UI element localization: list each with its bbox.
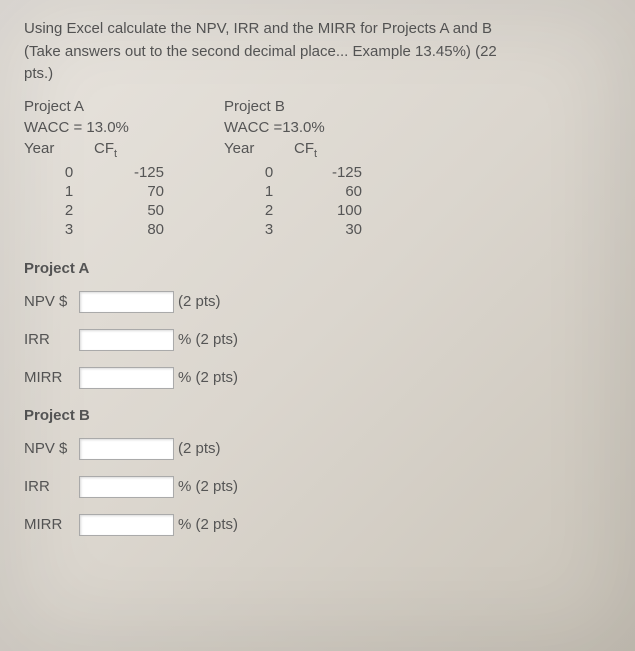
table-row: 2 50: [24, 202, 164, 219]
npv-a-suffix: (2 pts): [178, 293, 221, 310]
cf-cell: 30: [314, 221, 364, 238]
year-cell: 1: [254, 183, 284, 200]
npv-b-input[interactable]: [79, 438, 174, 460]
npv-a-label: NPV $: [24, 293, 79, 310]
project-a-cf-header: Year CFt: [24, 140, 164, 160]
project-a-column: Project A WACC = 13.0% Year CFt 0 -125 1…: [24, 98, 164, 240]
project-a-wacc: WACC = 13.0%: [24, 119, 164, 136]
table-row: 1 60: [224, 183, 364, 200]
npv-b-row: NPV $ (2 pts): [24, 438, 611, 460]
answers-b-title: Project B: [24, 407, 611, 424]
irr-b-row: IRR % (2 pts): [24, 476, 611, 498]
year-header-a: Year: [24, 140, 64, 160]
cf-cell: -125: [314, 164, 364, 181]
mirr-b-suffix: % (2 pts): [178, 516, 238, 533]
question-text: Using Excel calculate the NPV, IRR and t…: [24, 18, 611, 86]
year-cell: 2: [54, 202, 84, 219]
question-line-3: pts.): [24, 65, 53, 82]
project-b-title: Project B: [224, 98, 364, 115]
irr-b-suffix: % (2 pts): [178, 478, 238, 495]
cf-cell: 100: [314, 202, 364, 219]
mirr-a-label: MIRR: [24, 369, 79, 386]
cf-cell: 50: [114, 202, 164, 219]
irr-a-input[interactable]: [79, 329, 174, 351]
irr-a-row: IRR % (2 pts): [24, 329, 611, 351]
irr-a-label: IRR: [24, 331, 79, 348]
mirr-b-row: MIRR % (2 pts): [24, 514, 611, 536]
npv-b-suffix: (2 pts): [178, 440, 221, 457]
npv-b-label: NPV $: [24, 440, 79, 457]
year-cell: 3: [54, 221, 84, 238]
cf-cell: 60: [314, 183, 364, 200]
irr-a-suffix: % (2 pts): [178, 331, 238, 348]
question-line-2: (Take answers out to the second decimal …: [24, 43, 497, 60]
irr-b-input[interactable]: [79, 476, 174, 498]
cf-cell: -125: [114, 164, 164, 181]
table-row: 3 30: [224, 221, 364, 238]
year-cell: 0: [254, 164, 284, 181]
npv-a-row: NPV $ (2 pts): [24, 291, 611, 313]
cf-cell: 70: [114, 183, 164, 200]
year-cell: 0: [54, 164, 84, 181]
projects-data-row: Project A WACC = 13.0% Year CFt 0 -125 1…: [24, 98, 611, 240]
mirr-b-input[interactable]: [79, 514, 174, 536]
year-cell: 1: [54, 183, 84, 200]
mirr-a-input[interactable]: [79, 367, 174, 389]
mirr-a-suffix: % (2 pts): [178, 369, 238, 386]
year-cell: 2: [254, 202, 284, 219]
table-row: 2 100: [224, 202, 364, 219]
mirr-a-row: MIRR % (2 pts): [24, 367, 611, 389]
project-b-cf-header: Year CFt: [224, 140, 364, 160]
table-row: 3 80: [24, 221, 164, 238]
cf-header-b: CFt: [294, 140, 344, 160]
mirr-b-label: MIRR: [24, 516, 79, 533]
project-b-wacc: WACC =13.0%: [224, 119, 364, 136]
year-header-b: Year: [224, 140, 264, 160]
year-cell: 3: [254, 221, 284, 238]
irr-b-label: IRR: [24, 478, 79, 495]
cf-header-a: CFt: [94, 140, 144, 160]
npv-a-input[interactable]: [79, 291, 174, 313]
project-a-title: Project A: [24, 98, 164, 115]
cf-cell: 80: [114, 221, 164, 238]
table-row: 1 70: [24, 183, 164, 200]
table-row: 0 -125: [24, 164, 164, 181]
table-row: 0 -125: [224, 164, 364, 181]
question-line-1: Using Excel calculate the NPV, IRR and t…: [24, 20, 492, 37]
answers-a-title: Project A: [24, 260, 611, 277]
project-b-column: Project B WACC =13.0% Year CFt 0 -125 1 …: [224, 98, 364, 240]
